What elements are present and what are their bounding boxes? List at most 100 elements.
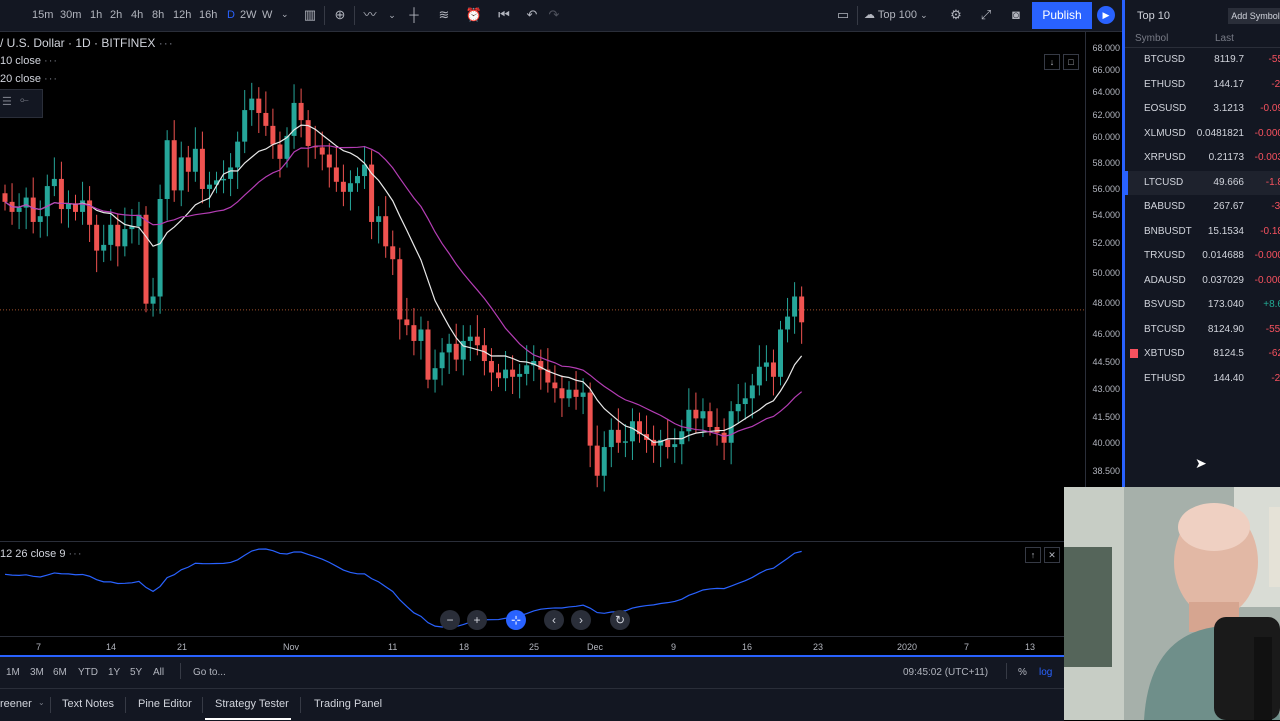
watchlist-row[interactable]: XBTUSD 8124.5 -62 — [1128, 342, 1280, 366]
time-axis[interactable]: 7 14 21 Nov 11 18 25 Dec 9 16 23 2020 7 13 — [0, 636, 1064, 655]
watchlist-row[interactable]: LTCUSD 49.666 -1.8 — [1125, 170, 1280, 195]
ma-fast-label: 10 close — [0, 55, 41, 67]
watchlist-row[interactable]: XLMUSD 0.0481821 -0.000 — [1128, 122, 1280, 146]
timeframe-2h[interactable]: 2h — [110, 9, 123, 21]
candle-body — [108, 224, 114, 245]
scroll-down-icon[interactable]: ↓ — [1044, 54, 1060, 70]
zoom-out-icon[interactable]: − — [440, 610, 460, 630]
price-chart[interactable] — [0, 32, 1085, 541]
watchlist-row[interactable]: XRPUSD 0.21173 -0.003 — [1128, 146, 1280, 170]
chevron-down-icon[interactable]: ⌄ — [281, 9, 289, 19]
watchlist-row[interactable]: TRXUSD 0.014688 -0.000 — [1128, 244, 1280, 268]
watchlist-row[interactable]: BSVUSD 173.040 +8.6 — [1128, 293, 1280, 317]
timeframe-30m[interactable]: 30m — [60, 9, 82, 21]
candlestick-chart[interactable] — [0, 32, 1085, 541]
candle-body — [510, 369, 516, 377]
watchlist-row[interactable]: ETHUSD 144.17 -2. — [1128, 73, 1280, 97]
macd-pane[interactable]: 12 26 close 9 ··· ↑ ✕ − + ⊹ ‹ › ↻ — [0, 541, 1064, 637]
more-icon[interactable]: ··· — [44, 73, 59, 85]
compare-icon[interactable]: ┼ — [409, 7, 419, 22]
collapse-icon[interactable]: ⟜ — [20, 94, 29, 106]
publish-button[interactable]: Publish — [1032, 2, 1092, 29]
range-1y[interactable]: 1Y — [108, 667, 121, 678]
camera-icon[interactable]: ◙ — [1012, 7, 1020, 22]
candle-body — [101, 244, 107, 251]
watchlist-symbol: XRPUSD — [1144, 152, 1186, 163]
watchlist-row[interactable]: ETHUSD 144.40 -2. — [1128, 367, 1280, 391]
log-scale-toggle[interactable]: log — [1039, 667, 1053, 678]
range-1m[interactable]: 1M — [6, 667, 20, 678]
reset-scale-icon[interactable]: ⊹ — [506, 610, 526, 630]
alert-icon[interactable]: ⏰ — [465, 7, 483, 22]
timeframe-16h[interactable]: 16h — [199, 9, 218, 21]
tab-screener[interactable]: reener — [0, 698, 32, 710]
bar-style-icon[interactable]: ▥ — [303, 7, 317, 22]
move-pane-up-icon[interactable]: ↑ — [1025, 547, 1041, 563]
col-symbol[interactable]: Symbol — [1135, 33, 1169, 44]
settings-gear-icon[interactable]: ⚙ — [950, 7, 962, 22]
trend-line-icon[interactable]: 〰 — [363, 7, 377, 22]
range-6m[interactable]: 6M — [53, 667, 67, 678]
watchlist-symbol: ETHUSD — [1144, 372, 1186, 384]
candle-body — [199, 148, 205, 189]
range-all[interactable]: All — [153, 667, 165, 678]
timeframe-4h[interactable]: 4h — [131, 9, 144, 21]
indicators-icon[interactable]: ≋ — [438, 7, 450, 22]
layout-icon[interactable]: ▭ — [836, 7, 850, 22]
timeframe-w[interactable]: W — [262, 9, 273, 21]
play-icon[interactable]: ▶ — [1097, 6, 1115, 24]
watchlist-change: -0.000 — [1254, 250, 1280, 261]
flag-icon[interactable] — [1130, 349, 1138, 358]
chevron-down-icon[interactable]: ⌄ — [388, 10, 396, 20]
col-last[interactable]: Last — [1215, 33, 1234, 44]
watchlist-row[interactable]: BNBUSDT 15.1534 -0.18 — [1128, 220, 1280, 244]
legend-toggle-box[interactable]: ☰ ⟜ — [0, 89, 43, 118]
fullscreen-icon[interactable]: ⤢ — [980, 7, 992, 22]
watchlist-title[interactable]: Top 10 — [1137, 10, 1171, 22]
timeframe-d[interactable]: D — [227, 9, 235, 21]
timeframe-1h[interactable]: 1h — [90, 9, 103, 21]
range-ytd[interactable]: YTD — [78, 667, 98, 678]
close-icon[interactable]: ✕ — [1044, 547, 1060, 563]
candle-body — [517, 373, 523, 377]
scroll-left-icon[interactable]: ‹ — [544, 610, 564, 630]
more-icon[interactable]: ··· — [44, 55, 59, 67]
watchlist-row[interactable]: EOSUSD 3.1213 -0.09 — [1128, 97, 1280, 121]
undo-icon[interactable]: ↶ — [526, 7, 538, 22]
candle-body — [171, 140, 177, 191]
timeframe-12h[interactable]: 12h — [173, 9, 192, 21]
watchlist-row[interactable]: BTCUSD 8119.7 -55 — [1128, 48, 1280, 72]
price-axis[interactable]: 68.000 66.000 64.000 62.000 60.000 58.000 56.0… — [1085, 32, 1123, 541]
range-3m[interactable]: 3M — [30, 667, 44, 678]
scroll-right-icon[interactable]: › — [571, 610, 591, 630]
chevron-down-icon[interactable]: ⌄ — [38, 698, 45, 707]
settings-icon[interactable]: ☰ — [2, 96, 12, 108]
divider — [300, 697, 301, 713]
redo-icon[interactable]: ↷ — [548, 7, 560, 22]
watchlist-cloud-selector[interactable]: ☁ Top 100 ⌄ — [864, 8, 928, 21]
watchlist-row[interactable]: BTCUSD 8124.90 -55. — [1128, 318, 1280, 342]
tab-text-notes[interactable]: Text Notes — [62, 698, 114, 710]
add-indicator-icon[interactable]: ⊕ — [334, 7, 346, 22]
range-5y[interactable]: 5Y — [130, 667, 143, 678]
more-icon[interactable]: ··· — [158, 36, 174, 50]
candle-body — [770, 362, 776, 377]
reset-chart-icon[interactable]: ↻ — [610, 610, 630, 630]
goto-date-button[interactable]: Go to... — [193, 667, 226, 678]
candle-body — [206, 184, 212, 189]
add-symbol-button[interactable]: Add Symbol — [1228, 8, 1280, 24]
tab-trading-panel[interactable]: Trading Panel — [314, 698, 383, 710]
watchlist-row[interactable]: BABUSD 267.67 -3. — [1128, 195, 1280, 219]
maximize-pane-icon[interactable]: □ — [1063, 54, 1079, 70]
timeframe-15m[interactable]: 15m — [32, 9, 54, 21]
percent-scale-toggle[interactable]: % — [1018, 667, 1027, 678]
timeframe-8h[interactable]: 8h — [152, 9, 165, 21]
watchlist-row[interactable]: ADAUSD 0.037029 -0.000 — [1128, 269, 1280, 293]
more-icon[interactable]: ··· — [68, 548, 83, 560]
timeframe-2w[interactable]: 2W — [240, 9, 257, 21]
watchlist-symbol: BTCUSD — [1144, 54, 1186, 65]
tab-strategy-tester[interactable]: Strategy Tester — [215, 698, 289, 710]
replay-icon[interactable]: ⏮ — [498, 7, 510, 22]
zoom-in-icon[interactable]: + — [467, 610, 487, 630]
tab-pine-editor[interactable]: Pine Editor — [138, 698, 192, 710]
